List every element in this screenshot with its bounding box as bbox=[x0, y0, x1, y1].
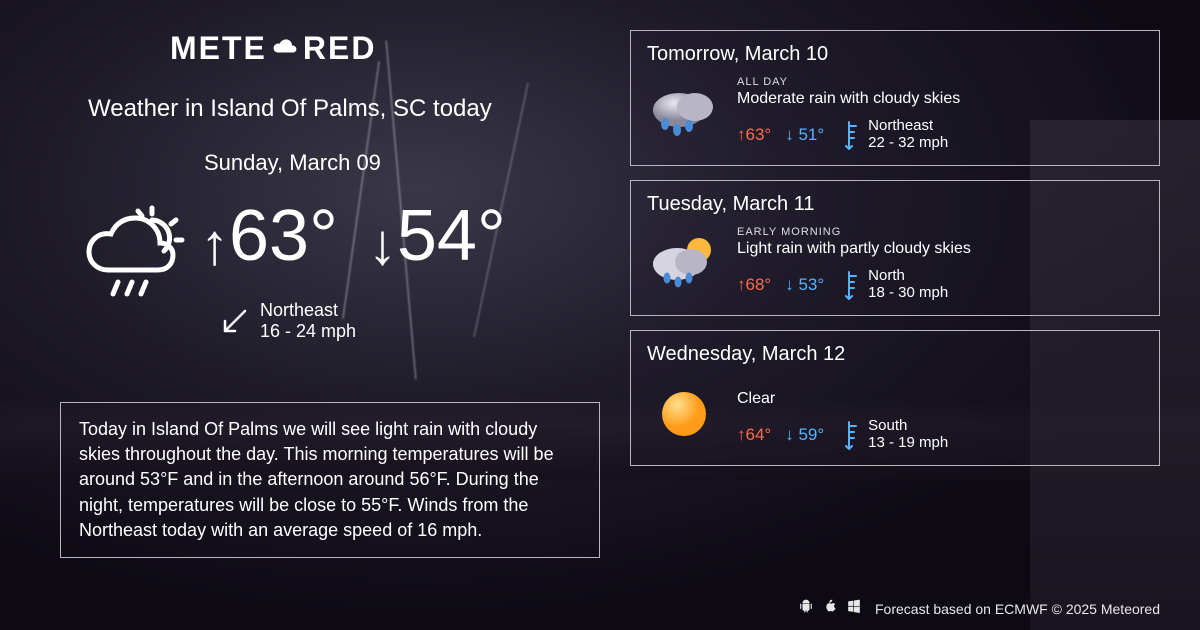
forecast-card: Tuesday, March 11 EARLY MORNING Light rain… bbox=[630, 180, 1160, 316]
today-description: Today in Island Of Palms we will see lig… bbox=[60, 402, 600, 558]
card-weather-icon bbox=[647, 82, 721, 146]
today-weather-icon bbox=[80, 200, 190, 310]
card-weather-icon bbox=[647, 232, 721, 296]
card-wind-dir: North bbox=[868, 268, 948, 285]
card-wind-speed: 22 - 32 mph bbox=[868, 135, 948, 152]
card-wind: South13 - 19 mph bbox=[838, 418, 948, 451]
card-low: ↓ 51° bbox=[785, 125, 824, 145]
card-wind: Northeast22 - 32 mph bbox=[838, 118, 948, 151]
page-title: Weather in Island Of Palms, SC today bbox=[88, 95, 492, 123]
windows-icon bbox=[847, 599, 861, 618]
footer-text: Forecast based on ECMWF © 2025 Meteored bbox=[875, 601, 1160, 617]
card-condition: Clear bbox=[737, 390, 1143, 408]
brand-post: RED bbox=[303, 30, 377, 67]
today-wind: Northeast 16 - 24 mph bbox=[220, 300, 356, 341]
platform-icons bbox=[799, 599, 861, 618]
android-icon bbox=[799, 599, 813, 618]
card-title: Wednesday, March 12 bbox=[647, 343, 1143, 366]
card-wind-dir: Northeast bbox=[868, 118, 948, 135]
card-weather-icon bbox=[647, 382, 721, 446]
card-wind-speed: 13 - 19 mph bbox=[868, 435, 948, 452]
card-condition: Moderate rain with cloudy skies bbox=[737, 90, 1143, 108]
brand-pre: METE bbox=[170, 30, 267, 67]
forecast-card: Wednesday, March 12 Clear ↑64° ↓ 59° South1… bbox=[630, 330, 1160, 466]
card-high: ↑64° bbox=[737, 425, 771, 445]
today-temps: ↑63° ↓54° bbox=[200, 195, 506, 277]
card-low: ↓ 59° bbox=[785, 425, 824, 445]
card-wind-dir: South bbox=[868, 418, 948, 435]
wind-arrow-icon bbox=[220, 306, 250, 336]
today-high: ↑63° bbox=[200, 195, 338, 277]
card-title: Tuesday, March 11 bbox=[647, 193, 1143, 216]
card-period: ALL DAY bbox=[737, 76, 1143, 88]
card-wind-speed: 18 - 30 mph bbox=[868, 285, 948, 302]
today-low: ↓54° bbox=[368, 195, 506, 277]
card-high: ↑63° bbox=[737, 125, 771, 145]
today-date: Sunday, March 09 bbox=[204, 150, 381, 176]
today-wind-speed: 16 - 24 mph bbox=[260, 321, 356, 342]
card-wind: North18 - 30 mph bbox=[838, 268, 948, 301]
card-low: ↓ 53° bbox=[785, 275, 824, 295]
brand-logo: METE RED bbox=[170, 30, 376, 67]
brand-icon bbox=[271, 35, 299, 63]
card-condition: Light rain with partly cloudy skies bbox=[737, 240, 1143, 258]
apple-icon bbox=[823, 599, 837, 618]
forecast-cards: Tomorrow, March 10 ALL DAY Moderate rain w… bbox=[630, 30, 1160, 466]
card-title: Tomorrow, March 10 bbox=[647, 43, 1143, 66]
forecast-card: Tomorrow, March 10 ALL DAY Moderate rain w… bbox=[630, 30, 1160, 166]
card-high: ↑68° bbox=[737, 275, 771, 295]
card-period: EARLY MORNING bbox=[737, 226, 1143, 238]
today-wind-dir: Northeast bbox=[260, 300, 356, 321]
footer: Forecast based on ECMWF © 2025 Meteored bbox=[799, 599, 1160, 618]
